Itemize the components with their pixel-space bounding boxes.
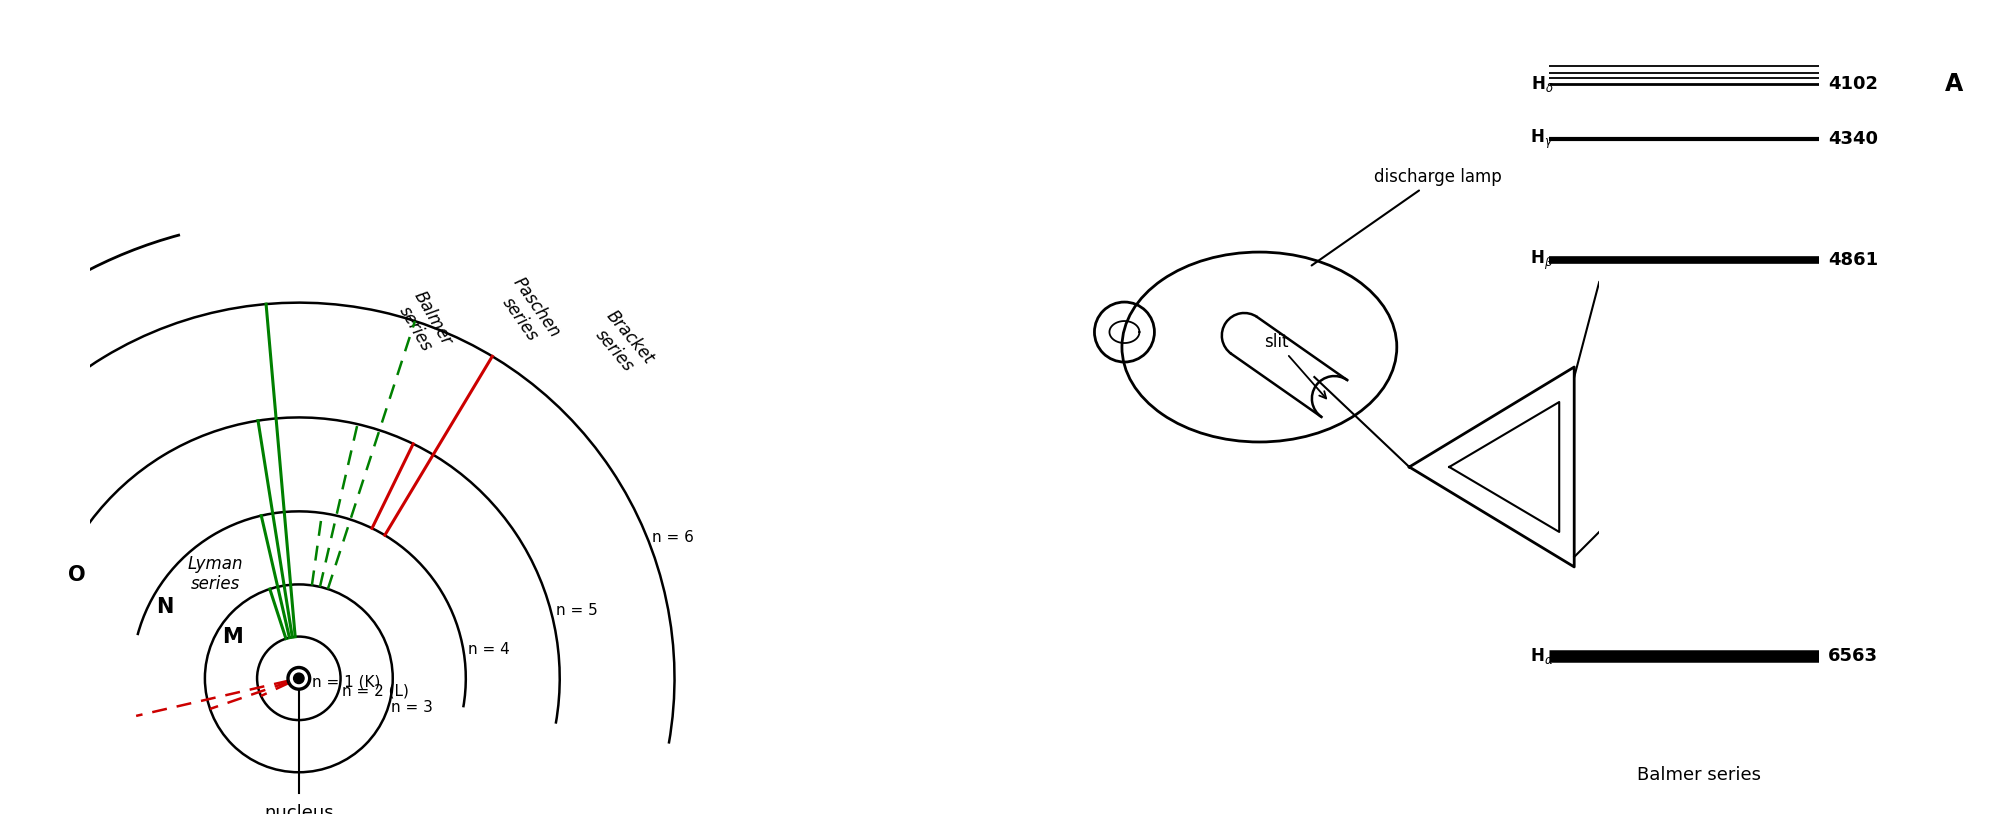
Text: Bracket
series: Bracket series [587,308,657,382]
Circle shape [294,673,304,684]
Text: H$_\gamma$: H$_\gamma$ [1528,128,1552,151]
Text: Balmer
series: Balmer series [392,288,456,359]
Text: H$_\alpha$: H$_\alpha$ [1528,646,1552,666]
Text: 4861: 4861 [1828,252,1878,269]
Text: H$_\beta$: H$_\beta$ [1528,249,1552,272]
Text: 6563: 6563 [1828,646,1878,664]
Text: n = 2 (L): n = 2 (L) [342,684,408,698]
Text: n = 6: n = 6 [651,530,693,545]
Text: slit: slit [1265,333,1325,398]
Text: Lyman
series: Lyman series [188,554,244,593]
Text: 4102: 4102 [1828,75,1878,93]
Text: n = 5: n = 5 [555,603,597,619]
Text: n = 3: n = 3 [392,700,434,715]
Text: discharge lamp: discharge lamp [1311,168,1500,265]
Text: nucleus: nucleus [264,803,334,814]
Text: Paschen
series: Paschen series [492,274,563,352]
Text: M: M [222,627,242,647]
Text: H$_\delta$: H$_\delta$ [1530,74,1552,94]
Text: 4340: 4340 [1828,130,1878,148]
Text: n = 4: n = 4 [468,641,509,657]
Text: Balmer series: Balmer series [1636,766,1760,784]
Text: N: N [156,597,174,617]
Text: n = 1 (K): n = 1 (K) [312,674,380,689]
Text: A: A [1944,72,1962,96]
Text: O: O [68,565,86,584]
